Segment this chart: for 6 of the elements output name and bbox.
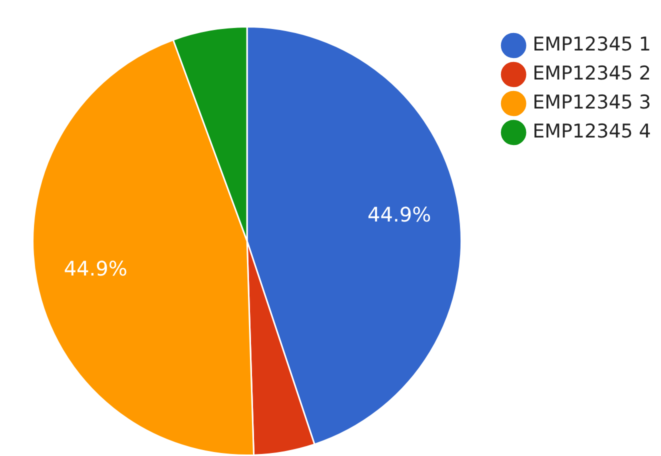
legend-label: EMP12345 4 (532, 120, 652, 142)
legend-label: EMP12345 1 (532, 33, 652, 56)
legend-label: EMP12345 2 (532, 62, 652, 84)
legend-label: EMP12345 3 (532, 91, 652, 114)
data-label: 44.9% (64, 256, 128, 281)
data-label: 44.9% (368, 202, 432, 227)
